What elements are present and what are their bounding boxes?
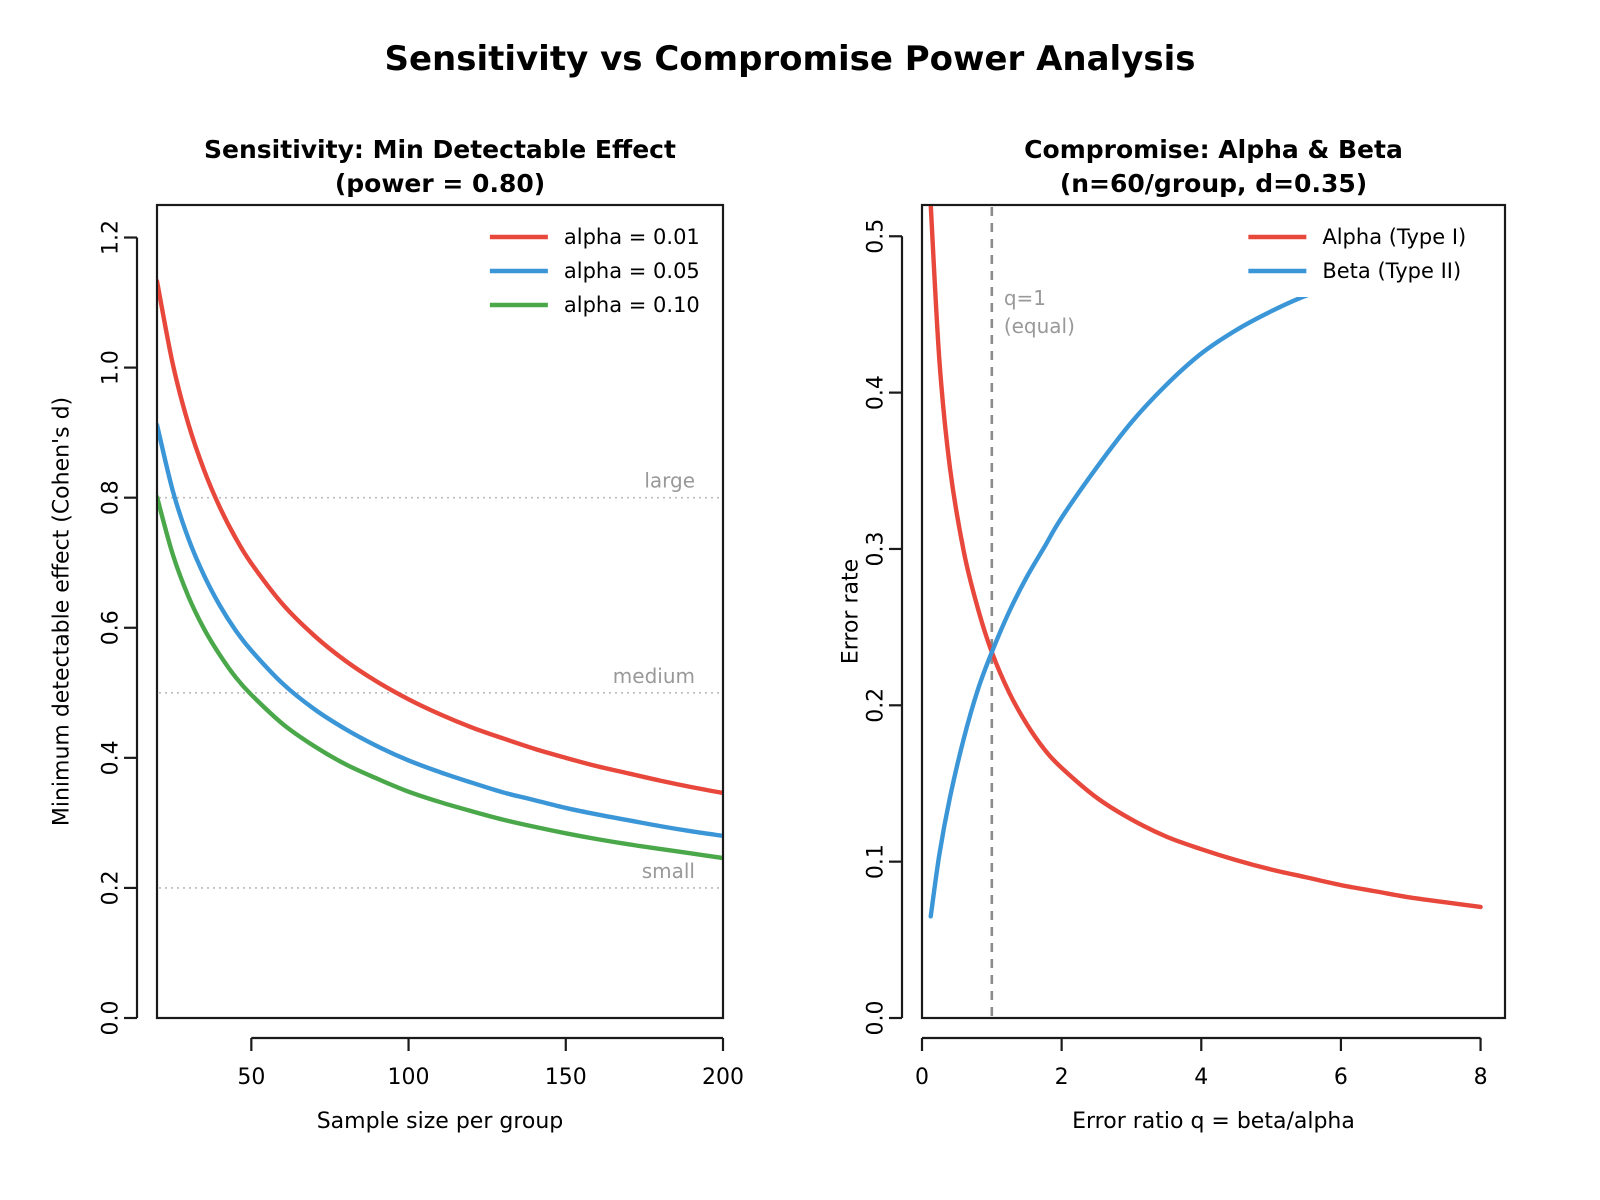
x-tick-label: 200 (702, 1065, 744, 1090)
plot-frame (920, 203, 1507, 1020)
legend-label-2: alpha = 0.10 (564, 293, 700, 317)
panel-title: Sensitivity: Min Detectable Effect (204, 135, 676, 164)
x-tick-label: 150 (545, 1065, 587, 1090)
series-group (158, 279, 722, 861)
annotation-label-line2: (equal) (1004, 314, 1075, 338)
x-tick-label: 50 (237, 1065, 265, 1090)
x-tick-label: 4 (1194, 1065, 1208, 1090)
y-tick-label: 0.8 (99, 480, 124, 515)
series-line-0 (158, 279, 722, 796)
chart-panel-right: Compromise: Alpha & Beta (n=60/group, d=0… (839, 135, 1507, 1134)
series-line-0 (928, 206, 1483, 910)
annotation-label-line1: q=1 (1004, 286, 1046, 310)
y-tick-label: 0.0 (864, 1001, 889, 1036)
reference-label-small: small (642, 859, 695, 883)
legend-label-1: alpha = 0.05 (564, 259, 700, 283)
y-tick-label: 0.0 (99, 1001, 124, 1036)
legend-label-1: Beta (Type II) (1322, 259, 1461, 283)
y-tick-label: 0.4 (99, 740, 124, 775)
y-tick-label: 0.2 (864, 688, 889, 723)
y-tick-label: 0.4 (864, 375, 889, 410)
y-tick-label: 0.3 (864, 531, 889, 566)
reference-label-large: large (644, 469, 695, 493)
x-tick-label: 0 (915, 1065, 929, 1090)
series-group (928, 206, 1483, 919)
series-line-1 (928, 255, 1483, 919)
y-axis-label: Minimum detectable effect (Cohen's d) (50, 397, 75, 826)
legend-label-0: alpha = 0.01 (564, 225, 700, 249)
legend-label-0: Alpha (Type I) (1322, 225, 1466, 249)
y-tick-label: 1.2 (99, 220, 124, 255)
reference-label-medium: medium (613, 664, 695, 688)
y-tick-label: 0.1 (864, 844, 889, 879)
x-axis-label: Sample size per group (317, 1109, 564, 1134)
x-tick-label: 8 (1474, 1065, 1488, 1090)
panel-subtitle: (n=60/group, d=0.35) (1060, 169, 1367, 198)
legend-background (1236, 213, 1497, 297)
legend: Alpha (Type I) Beta (Type II) (1236, 213, 1497, 297)
x-tick-label: 100 (388, 1065, 430, 1090)
y-tick-label: 0.6 (99, 610, 124, 645)
panel-subtitle: (power = 0.80) (335, 169, 545, 198)
y-tick-label: 0.5 (864, 219, 889, 254)
panel-title: Compromise: Alpha & Beta (1024, 135, 1403, 164)
series-line-1 (158, 422, 722, 838)
figure-title: Sensitivity vs Compromise Power Analysis (384, 39, 1195, 79)
chart-panel-left: Sensitivity: Min Detectable Effect (power… (50, 135, 745, 1134)
x-tick-label: 6 (1334, 1065, 1348, 1090)
y-tick-label: 0.2 (99, 870, 124, 905)
legend: alpha = 0.01 alpha = 0.05 alpha = 0.10 (477, 213, 715, 331)
y-axis-label: Error rate (839, 559, 864, 664)
series-line-2 (158, 495, 722, 861)
plot-frame (155, 203, 725, 1020)
x-axis-label: Error ratio q = beta/alpha (1072, 1109, 1355, 1134)
y-tick-label: 1.0 (99, 350, 124, 385)
x-tick-label: 2 (1055, 1065, 1069, 1090)
